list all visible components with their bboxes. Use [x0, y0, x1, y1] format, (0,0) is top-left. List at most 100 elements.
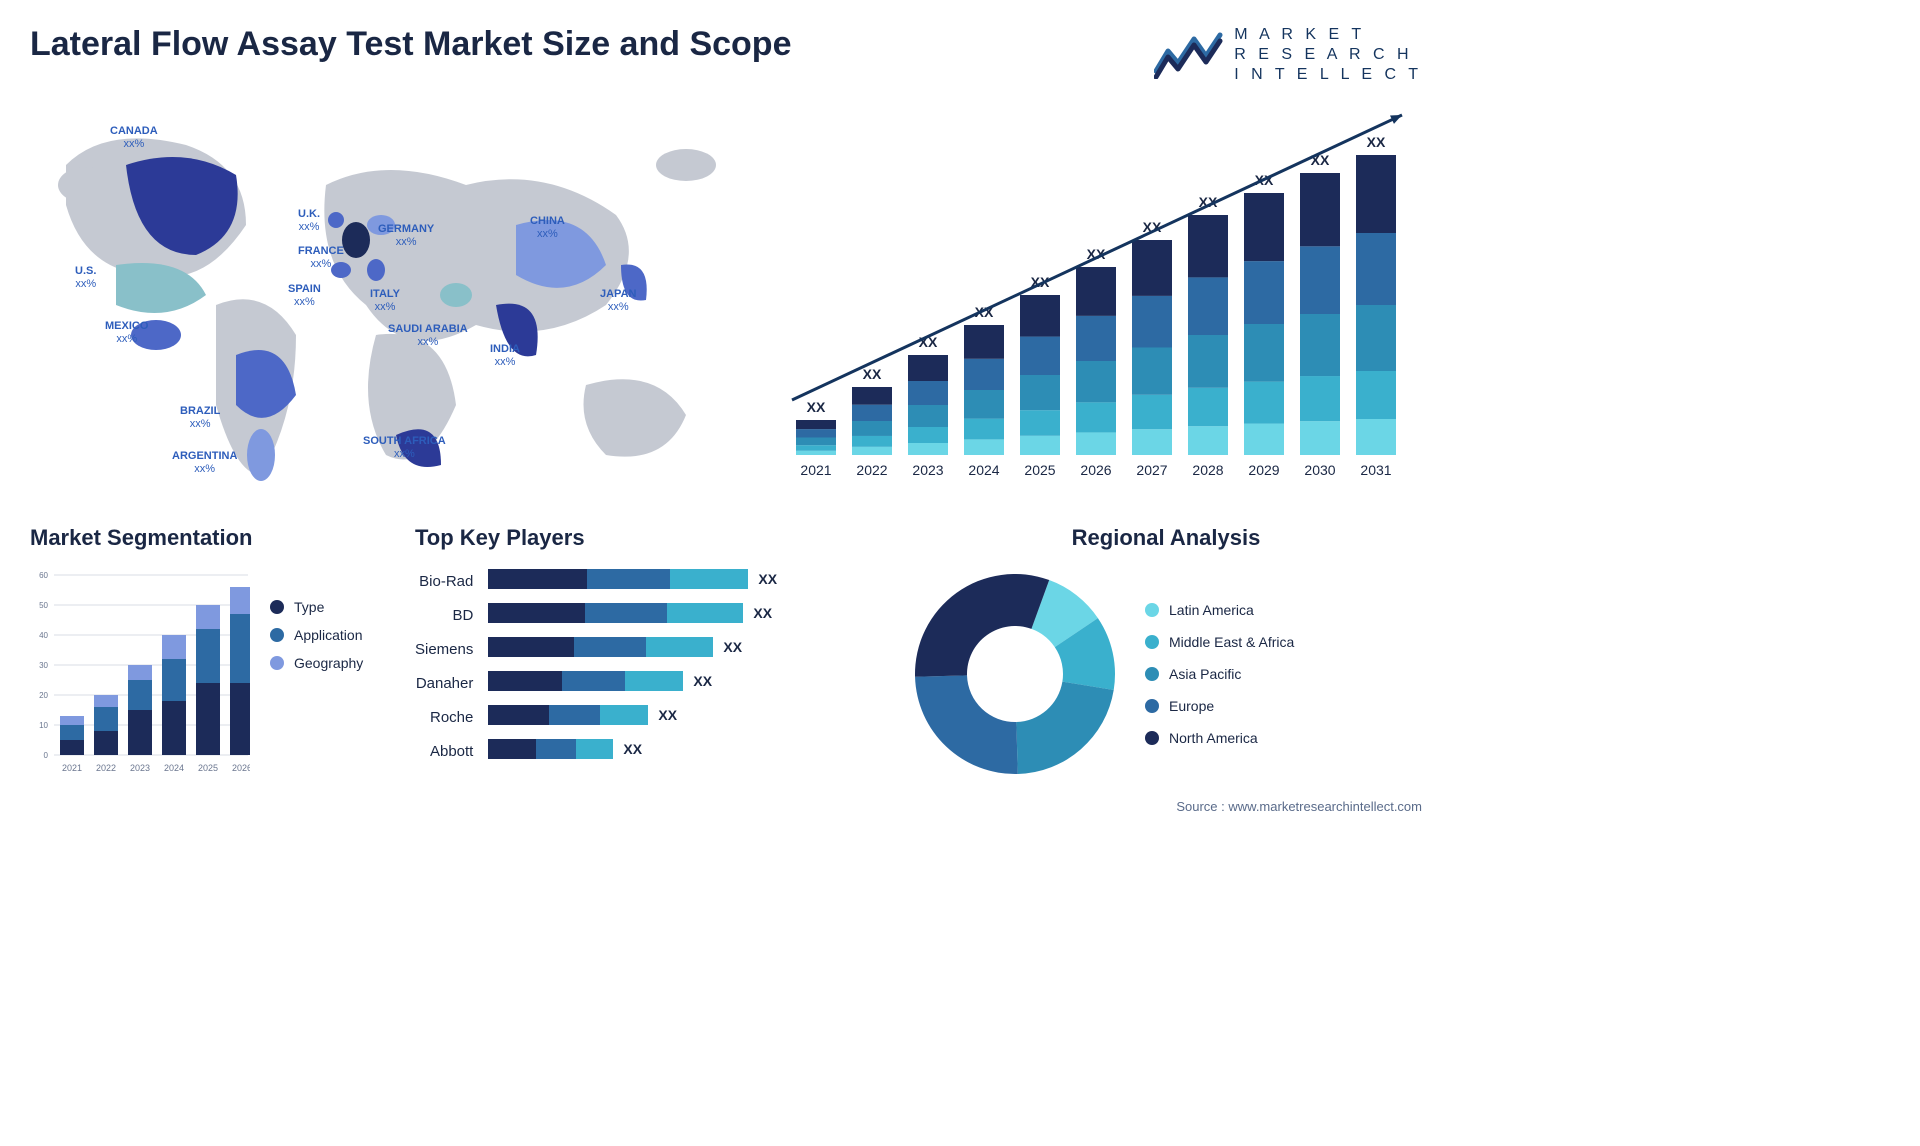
player-row: XX — [488, 705, 885, 725]
player-bar-segment — [488, 569, 587, 589]
player-bar — [488, 705, 648, 725]
page-title: Lateral Flow Assay Test Market Size and … — [30, 25, 791, 64]
logo-text-3: I N T E L L E C T — [1234, 65, 1422, 85]
svg-text:2024: 2024 — [164, 763, 184, 773]
players-labels: Bio-RadBDSiemensDanaherRocheAbbott — [415, 569, 473, 763]
player-bar-segment — [600, 705, 648, 725]
legend-dot — [270, 628, 284, 642]
player-bar-segment — [488, 603, 585, 623]
legend-dot — [1145, 699, 1159, 713]
player-bar-segment — [667, 603, 744, 623]
player-bar-segment — [488, 739, 536, 759]
player-bar — [488, 569, 748, 589]
svg-text:60: 60 — [39, 571, 48, 580]
map-label-france: FRANCExx% — [298, 245, 344, 270]
player-bar — [488, 603, 743, 623]
svg-text:2022: 2022 — [96, 763, 116, 773]
svg-text:XX: XX — [863, 366, 882, 382]
player-value: XX — [623, 741, 642, 757]
map-label-brazil: BRAZILxx% — [180, 405, 220, 430]
growth-chart-svg: XX2021XX2022XX2023XX2024XX2025XX2026XX20… — [782, 105, 1422, 495]
region-legend-middle-east---africa: Middle East & Africa — [1145, 634, 1294, 650]
legend-label: Geography — [294, 655, 363, 671]
legend-dot — [270, 600, 284, 614]
map-label-japan: JAPANxx% — [600, 288, 636, 313]
player-bar-segment — [488, 671, 562, 691]
svg-text:2025: 2025 — [198, 763, 218, 773]
svg-text:2025: 2025 — [1024, 462, 1055, 478]
svg-text:50: 50 — [39, 601, 48, 610]
player-value: XX — [753, 605, 772, 621]
map-label-saudi-arabia: SAUDI ARABIAxx% — [388, 323, 468, 348]
player-row: XX — [488, 603, 885, 623]
legend-label: North America — [1169, 730, 1258, 746]
legend-label: Middle East & Africa — [1169, 634, 1294, 650]
legend-label: Asia Pacific — [1169, 666, 1241, 682]
player-bar-segment — [488, 637, 574, 657]
region-legend-asia-pacific: Asia Pacific — [1145, 666, 1294, 682]
svg-text:2024: 2024 — [968, 462, 999, 478]
player-row: XX — [488, 671, 885, 691]
map-label-u-s-: U.S.xx% — [75, 265, 96, 290]
seg-legend-geography: Geography — [270, 655, 363, 671]
player-bar-segment — [585, 603, 667, 623]
svg-text:2022: 2022 — [856, 462, 887, 478]
players-bars: XXXXXXXXXXXX — [488, 569, 885, 763]
legend-dot — [1145, 635, 1159, 649]
growth-chart: XX2021XX2022XX2023XX2024XX2025XX2026XX20… — [782, 105, 1422, 495]
map-label-u-k-: U.K.xx% — [298, 208, 320, 233]
regional-legend: Latin America Middle East & Africa Asia Pa… — [1145, 602, 1294, 746]
svg-text:2026: 2026 — [232, 763, 250, 773]
player-bar-segment — [670, 569, 748, 589]
seg-legend-application: Application — [270, 627, 363, 643]
legend-label: Type — [294, 599, 324, 615]
player-row: XX — [488, 569, 885, 589]
svg-text:2029: 2029 — [1248, 462, 1279, 478]
regional-title: Regional Analysis — [910, 525, 1422, 551]
legend-dot — [270, 656, 284, 670]
svg-text:2028: 2028 — [1192, 462, 1223, 478]
svg-text:XX: XX — [1367, 134, 1386, 150]
svg-text:2027: 2027 — [1136, 462, 1167, 478]
svg-text:30: 30 — [39, 661, 48, 670]
player-bar-segment — [625, 671, 684, 691]
legend-label: Europe — [1169, 698, 1214, 714]
segmentation-title: Market Segmentation — [30, 525, 390, 551]
player-label-siemens: Siemens — [415, 641, 473, 661]
svg-text:2026: 2026 — [1080, 462, 1111, 478]
svg-text:2021: 2021 — [62, 763, 82, 773]
player-label-danaher: Danaher — [415, 675, 473, 695]
region-legend-europe: Europe — [1145, 698, 1294, 714]
legend-dot — [1145, 667, 1159, 681]
player-value: XX — [693, 673, 712, 689]
player-bar-segment — [562, 671, 624, 691]
players-title: Top Key Players — [415, 525, 885, 551]
player-label-abbott: Abbott — [415, 743, 473, 763]
player-bar — [488, 671, 683, 691]
segmentation-chart: 0102030405060202120222023202420252026 — [30, 569, 250, 779]
player-value: XX — [758, 571, 777, 587]
svg-text:2023: 2023 — [130, 763, 150, 773]
map-label-italy: ITALYxx% — [370, 288, 400, 313]
regional-donut — [910, 569, 1120, 779]
svg-text:2030: 2030 — [1304, 462, 1335, 478]
svg-text:20: 20 — [39, 691, 48, 700]
svg-text:XX: XX — [807, 399, 826, 415]
player-label-roche: Roche — [415, 709, 473, 729]
legend-label: Application — [294, 627, 363, 643]
region-legend-north-america: North America — [1145, 730, 1294, 746]
map-label-argentina: ARGENTINAxx% — [172, 450, 237, 475]
player-row: XX — [488, 739, 885, 759]
brand-logo: M A R K E T R E S E A R C H I N T E L L … — [1154, 25, 1422, 85]
world-map: CANADAxx%U.S.xx%MEXICOxx%BRAZILxx%ARGENT… — [30, 105, 742, 495]
svg-text:2021: 2021 — [800, 462, 831, 478]
player-bar-segment — [646, 637, 714, 657]
player-value: XX — [658, 707, 677, 723]
svg-text:40: 40 — [39, 631, 48, 640]
player-bar — [488, 637, 713, 657]
svg-text:0: 0 — [44, 751, 49, 760]
player-bar-segment — [574, 637, 646, 657]
legend-label: Latin America — [1169, 602, 1254, 618]
map-label-china: CHINAxx% — [530, 215, 565, 240]
map-label-spain: SPAINxx% — [288, 283, 321, 308]
